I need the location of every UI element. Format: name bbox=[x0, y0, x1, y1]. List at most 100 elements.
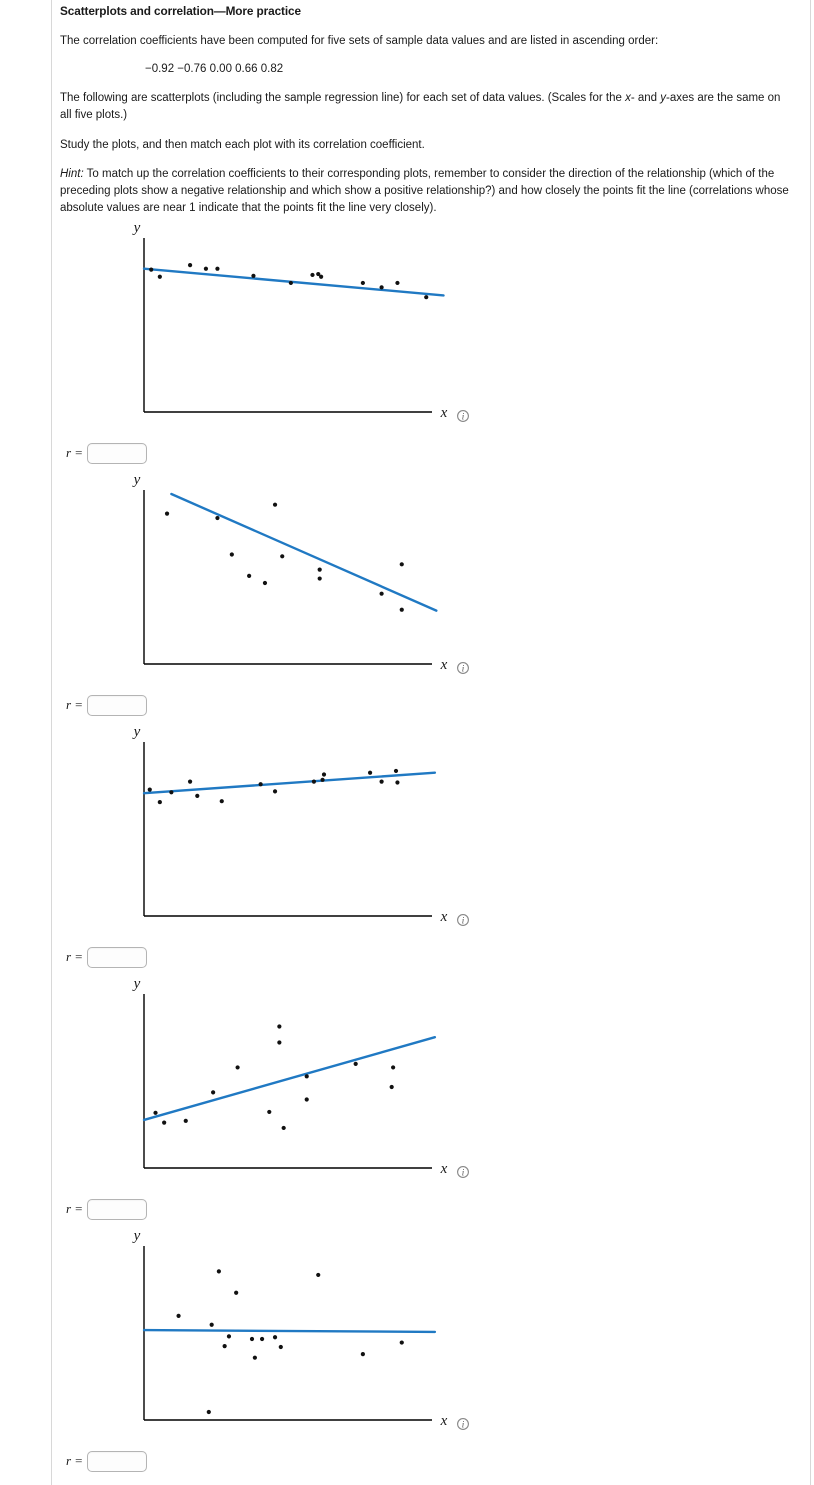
data-point bbox=[219, 799, 224, 804]
answer-row-1: r = bbox=[60, 438, 794, 468]
svg-text:i: i bbox=[462, 916, 465, 926]
x-axis-label: x bbox=[440, 909, 448, 925]
info-icon[interactable]: i bbox=[457, 914, 469, 927]
scatterplot-block-5: y x i r = bbox=[60, 1224, 794, 1476]
answer-row-5: r = bbox=[60, 1446, 794, 1476]
scatterplot-1: y x i bbox=[132, 220, 469, 423]
r-label-4: r = bbox=[66, 1201, 84, 1217]
intro-paragraph: The correlation coefficients have been c… bbox=[60, 34, 659, 47]
y-axis-label: y bbox=[132, 1228, 141, 1244]
regression-line bbox=[142, 1329, 437, 1334]
data-point bbox=[216, 1269, 221, 1274]
x-axis-label: x bbox=[440, 1413, 448, 1429]
data-point bbox=[304, 1097, 309, 1102]
data-point bbox=[272, 789, 278, 794]
data-point bbox=[247, 574, 252, 579]
data-point bbox=[249, 1337, 255, 1342]
page-title: Scatterplots and correlation—More practi… bbox=[60, 4, 301, 18]
x-axis-label: x bbox=[440, 405, 448, 421]
regression-line bbox=[142, 267, 445, 297]
data-point bbox=[157, 800, 162, 805]
data-point bbox=[258, 782, 263, 787]
data-point bbox=[317, 576, 322, 581]
data-point bbox=[226, 1334, 232, 1339]
r-label-1: r = bbox=[66, 445, 84, 461]
plots-container: y x i r = y x i r = y x i r = y x i r = y x i r = bbox=[60, 216, 794, 1476]
scatterplot-block-4: y x i r = bbox=[60, 972, 794, 1224]
info-icon[interactable]: i bbox=[457, 662, 469, 675]
data-point bbox=[379, 285, 384, 290]
scatterplot-3: y x i bbox=[132, 724, 469, 927]
question-page-frame: Scatterplots and correlation—More practi… bbox=[51, 0, 811, 1485]
data-point bbox=[321, 772, 327, 777]
data-point bbox=[195, 794, 200, 799]
data-point bbox=[259, 1337, 265, 1342]
data-point bbox=[147, 787, 152, 793]
scatterplot-block-3: y x i r = bbox=[60, 720, 794, 972]
var-x-inline-1: x bbox=[625, 92, 631, 105]
r-label-5: r = bbox=[66, 1453, 84, 1469]
data-point bbox=[280, 554, 285, 559]
r-input-4[interactable] bbox=[87, 1198, 148, 1220]
data-point bbox=[320, 778, 325, 783]
info-icon[interactable]: i bbox=[457, 1418, 469, 1431]
svg-text:i: i bbox=[462, 412, 465, 422]
data-point bbox=[278, 1345, 283, 1350]
description-part-3: -axes are the same on all five plots.) bbox=[60, 92, 781, 121]
data-point bbox=[395, 281, 400, 286]
scatterplot-2: y x i bbox=[132, 472, 469, 675]
data-point bbox=[187, 779, 193, 785]
hint-paragraph: Hint: To match up the correlation coeffi… bbox=[60, 166, 794, 216]
data-point bbox=[262, 581, 268, 586]
r-input-3[interactable] bbox=[87, 946, 148, 968]
data-point bbox=[391, 1065, 396, 1070]
data-point bbox=[319, 274, 324, 280]
info-icon[interactable]: i bbox=[457, 1166, 469, 1179]
r-input-5[interactable] bbox=[87, 1450, 148, 1472]
x-axis-label: x bbox=[440, 1161, 448, 1177]
data-point bbox=[252, 1355, 257, 1361]
x-axis-label: x bbox=[440, 657, 448, 673]
info-icon[interactable]: i bbox=[457, 410, 469, 423]
description-part-2: - and bbox=[630, 92, 661, 105]
data-point bbox=[379, 779, 384, 785]
r-input-2[interactable] bbox=[87, 694, 148, 716]
data-point bbox=[157, 274, 162, 280]
scatterplot-5: y x i bbox=[132, 1228, 469, 1431]
data-point bbox=[316, 1273, 321, 1278]
data-point bbox=[267, 1110, 272, 1115]
data-point bbox=[206, 1410, 211, 1415]
question-content: Scatterplots and correlation—More practi… bbox=[60, 0, 794, 1476]
data-point bbox=[215, 516, 220, 521]
answer-row-3: r = bbox=[60, 942, 794, 972]
data-point bbox=[209, 1322, 214, 1328]
data-point bbox=[251, 274, 256, 279]
svg-text:i: i bbox=[462, 1168, 465, 1178]
data-point bbox=[379, 591, 384, 597]
y-axis-label: y bbox=[132, 220, 141, 236]
data-point bbox=[272, 1335, 278, 1340]
data-point bbox=[281, 1126, 286, 1131]
scatterplot-block-1: y x i r = bbox=[60, 216, 794, 468]
hint-label: Hint: bbox=[60, 168, 84, 181]
r-input-1[interactable] bbox=[87, 442, 148, 464]
data-point bbox=[304, 1074, 309, 1079]
data-point bbox=[360, 281, 365, 286]
data-point bbox=[399, 607, 404, 613]
y-axis-label: y bbox=[132, 472, 141, 488]
data-point bbox=[310, 273, 315, 278]
data-point bbox=[367, 770, 373, 776]
data-point bbox=[399, 1340, 404, 1345]
instruction-paragraph: Study the plots, and then match each plo… bbox=[60, 138, 425, 151]
data-point bbox=[153, 1111, 158, 1116]
description-paragraph: The following are scatterplots (includin… bbox=[60, 90, 794, 123]
answer-row-4: r = bbox=[60, 1194, 794, 1224]
regression-line bbox=[142, 1036, 437, 1122]
data-point bbox=[203, 266, 209, 272]
data-point bbox=[162, 1120, 167, 1126]
data-point bbox=[360, 1352, 365, 1357]
data-point bbox=[311, 779, 317, 785]
data-point bbox=[277, 1024, 282, 1029]
svg-text:i: i bbox=[462, 664, 465, 674]
data-point bbox=[353, 1062, 358, 1067]
